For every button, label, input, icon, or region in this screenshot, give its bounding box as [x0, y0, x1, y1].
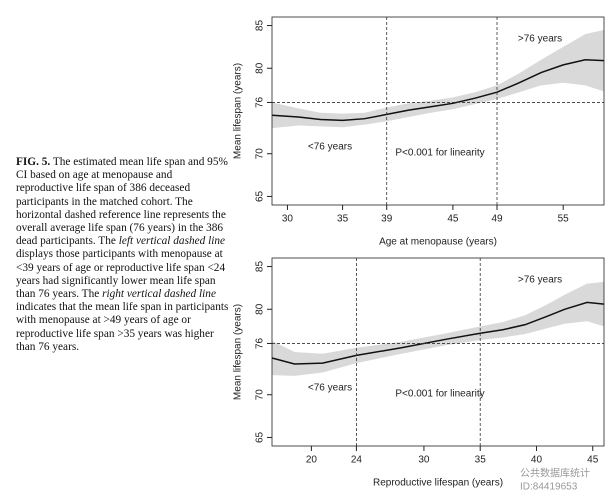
- plot-frame: [271, 257, 605, 447]
- x-axis-label: Age at menopause (years): [379, 237, 497, 248]
- x-axis-label: Reproductive lifespan (years): [373, 478, 503, 489]
- caption-text: right vertical dashed line: [102, 288, 216, 301]
- y-tick-label: 65: [255, 431, 266, 443]
- x-tick-label: 39: [381, 214, 393, 225]
- x-tick-label: 35: [337, 214, 349, 225]
- caption-text: displays those participants with menopau…: [16, 248, 226, 301]
- y-tick-label: 70: [255, 148, 266, 160]
- y-tick-label: 80: [255, 303, 266, 315]
- caption-text: indicates that the mean life span in par…: [16, 301, 229, 353]
- watermark: 公共数据库统计: [520, 467, 590, 480]
- x-tick-label: 40: [531, 455, 543, 466]
- annotation: >76 years: [518, 275, 562, 286]
- y-tick-label: 85: [255, 261, 266, 273]
- x-tick-label: 30: [282, 214, 294, 225]
- x-tick-label: 45: [587, 455, 599, 466]
- annotation: <76 years: [308, 142, 352, 153]
- y-tick-label: 65: [255, 190, 266, 202]
- annotation: >76 years: [518, 34, 562, 45]
- y-tick-label: 76: [255, 96, 266, 108]
- x-tick-label: 49: [491, 214, 503, 225]
- y-tick-label: 85: [255, 20, 266, 32]
- y-tick-label: 70: [255, 389, 266, 401]
- mean-line: [271, 58, 605, 122]
- y-tick-label: 76: [255, 337, 266, 349]
- x-tick-label: 24: [351, 455, 363, 466]
- caption-label: FIG. 5.: [16, 156, 51, 168]
- x-tick-label: 30: [418, 455, 430, 466]
- confidence-band: [272, 281, 604, 376]
- x-tick-label: 35: [475, 455, 487, 466]
- caption-text: left vertical dashed line: [118, 235, 226, 248]
- annotation: P<0.001 for linearity: [395, 389, 484, 400]
- y-axis-label: Mean lifespan (years): [233, 304, 244, 400]
- caption-text: The estimated mean life span and 95% CI …: [16, 156, 228, 248]
- x-tick-label: 55: [558, 214, 570, 225]
- annotation: <76 years: [308, 383, 352, 394]
- y-axis-label: Mean lifespan (years): [233, 63, 244, 159]
- watermark: ID:84419653: [520, 482, 578, 493]
- plot-frame: [271, 16, 605, 206]
- figure-caption: FIG. 5. The estimated mean life span and…: [16, 156, 230, 354]
- x-tick-label: 45: [447, 214, 459, 225]
- x-tick-label: 20: [306, 455, 318, 466]
- annotation: P<0.001 for linearity: [395, 148, 484, 159]
- y-tick-label: 80: [255, 62, 266, 74]
